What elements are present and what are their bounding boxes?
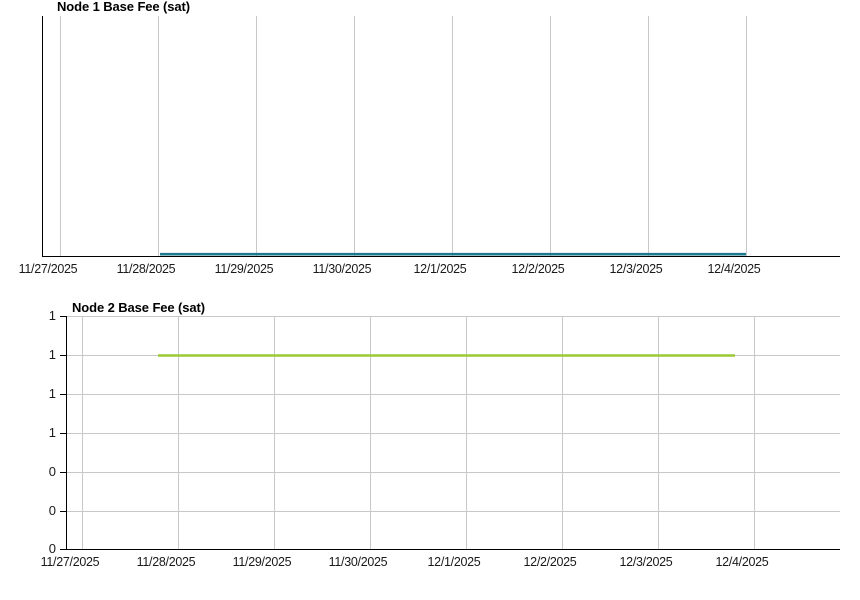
chart-2-ytick-3: 1 (48, 425, 56, 440)
chart-1-xtick-6: 12/3/2025 (609, 262, 663, 276)
chart-1-xtick-5: 12/2/2025 (511, 262, 565, 276)
chart-2-ytick-1: 1 (48, 347, 56, 362)
chart-2-gridlines-vertical (82, 316, 755, 549)
chart-2-xtick-3: 11/30/2025 (328, 555, 388, 569)
chart-1-xtick-2: 11/29/2025 (214, 262, 274, 276)
chart-2-ytick-2: 1 (48, 386, 56, 401)
chart-2-title: Node 2 Base Fee (sat) (72, 300, 206, 315)
chart-1-gridlines (60, 16, 747, 256)
chart-2-ytick-5: 0 (48, 503, 56, 518)
chart-1-xtick-4: 12/1/2025 (413, 262, 467, 276)
chart-2-xtick-7: 12/4/2025 (715, 555, 769, 569)
chart-1-axes (41, 16, 840, 258)
chart-1-xtick-1: 11/28/2025 (116, 262, 176, 276)
chart-2-xtick-1: 11/28/2025 (136, 555, 196, 569)
chart-2-ytick-6: 0 (48, 541, 56, 556)
chart-2-y-tick-marks (60, 315, 66, 551)
chart-panel-node-1: Node 1 Base Fee (sat) 11/27/2025 11/28/2… (0, 0, 860, 290)
chart-2-axes (65, 316, 840, 551)
chart-2-ytick-4: 0 (48, 464, 56, 479)
chart-2-xtick-5: 12/2/2025 (523, 555, 577, 569)
chart-2-plot (60, 315, 840, 551)
chart-panel-node-2: Node 2 Base Fee (sat) (0, 290, 860, 600)
chart-1-xtick-7: 12/4/2025 (707, 262, 761, 276)
chart-2-xtick-2: 11/29/2025 (232, 555, 292, 569)
chart-2-xtick-0: 11/27/2025 (40, 555, 100, 569)
chart-2-xtick-4: 12/1/2025 (427, 555, 481, 569)
chart-2-xtick-6: 12/3/2025 (619, 555, 673, 569)
chart-1-xtick-0: 11/27/2025 (18, 262, 78, 276)
chart-1-title: Node 1 Base Fee (sat) (57, 0, 191, 14)
chart-2-gridlines-horizontal (66, 316, 840, 512)
chart-1-plot (41, 16, 840, 258)
chart-2-ytick-0: 1 (48, 308, 56, 323)
chart-1-xtick-3: 11/30/2025 (312, 262, 372, 276)
